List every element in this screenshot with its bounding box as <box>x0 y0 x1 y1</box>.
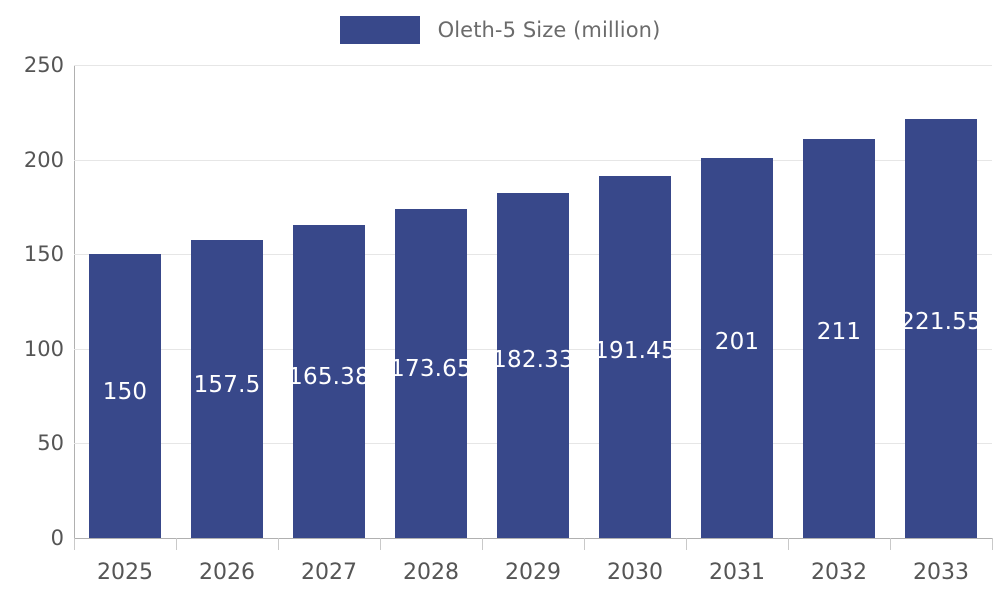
gridline-250 <box>74 65 992 66</box>
x-tick-mark <box>482 538 483 550</box>
bar[interactable] <box>293 225 365 538</box>
legend-item-label: Oleth-5 Size (million) <box>437 18 661 42</box>
x-tick-label-2030: 2030 <box>607 560 663 585</box>
bar-value-label: 165.38 <box>288 363 370 390</box>
legend-swatch-icon <box>339 16 420 44</box>
y-tick-label-200: 200 <box>23 147 64 172</box>
x-tick-mark <box>686 538 687 550</box>
y-tick-label-0: 0 <box>50 526 64 550</box>
bar[interactable] <box>89 254 161 538</box>
y-axis-line <box>74 65 75 538</box>
x-tick-label-2029: 2029 <box>505 560 561 585</box>
x-tick-mark <box>584 538 585 550</box>
x-tick-mark <box>74 538 75 550</box>
x-tick-mark <box>890 538 891 550</box>
bar-value-label: 173.65 <box>390 355 472 382</box>
y-tick-label-50: 50 <box>37 431 64 456</box>
y-tick-label-250: 250 <box>23 53 64 77</box>
bar-value-label: 157.5 <box>193 371 261 398</box>
bar[interactable] <box>191 240 263 538</box>
bar-value-label: 182.33 <box>492 347 574 374</box>
x-tick-mark <box>992 538 993 550</box>
bar-value-label: 211 <box>816 319 862 346</box>
x-tick-mark <box>380 538 381 550</box>
x-tick-label-2027: 2027 <box>301 560 357 585</box>
chart-legend: Oleth-5 Size (million) <box>0 12 1000 48</box>
y-tick-label-100: 100 <box>23 336 64 361</box>
bar[interactable] <box>803 138 875 538</box>
x-tick-mark <box>176 538 177 550</box>
gridline-200 <box>74 159 992 161</box>
x-axis-baseline <box>74 538 992 539</box>
bar-value-label: 150 <box>102 378 148 405</box>
bar-value-label: 191.45 <box>594 338 676 365</box>
bar[interactable] <box>395 209 467 538</box>
x-tick-label-2025: 2025 <box>97 560 153 585</box>
bar[interactable] <box>905 118 977 538</box>
bar-value-label: 201 <box>714 329 760 356</box>
x-tick-label-2026: 2026 <box>199 560 255 585</box>
y-tick-label-150: 150 <box>23 242 64 267</box>
bar[interactable] <box>701 157 773 538</box>
x-tick-label-2032: 2032 <box>811 560 867 585</box>
plot-area: 150 157.5 165.38 173.65 182.33 191.45 201 211 22… <box>74 65 992 539</box>
bar[interactable] <box>599 175 671 538</box>
bar-value-label: 221.55 <box>900 309 982 336</box>
x-tick-label-2028: 2028 <box>403 560 459 585</box>
x-tick-label-2033: 2033 <box>913 560 969 585</box>
x-tick-label-2031: 2031 <box>709 560 765 585</box>
x-tick-mark <box>278 538 279 550</box>
x-tick-mark <box>788 538 789 550</box>
bar[interactable] <box>497 193 569 538</box>
